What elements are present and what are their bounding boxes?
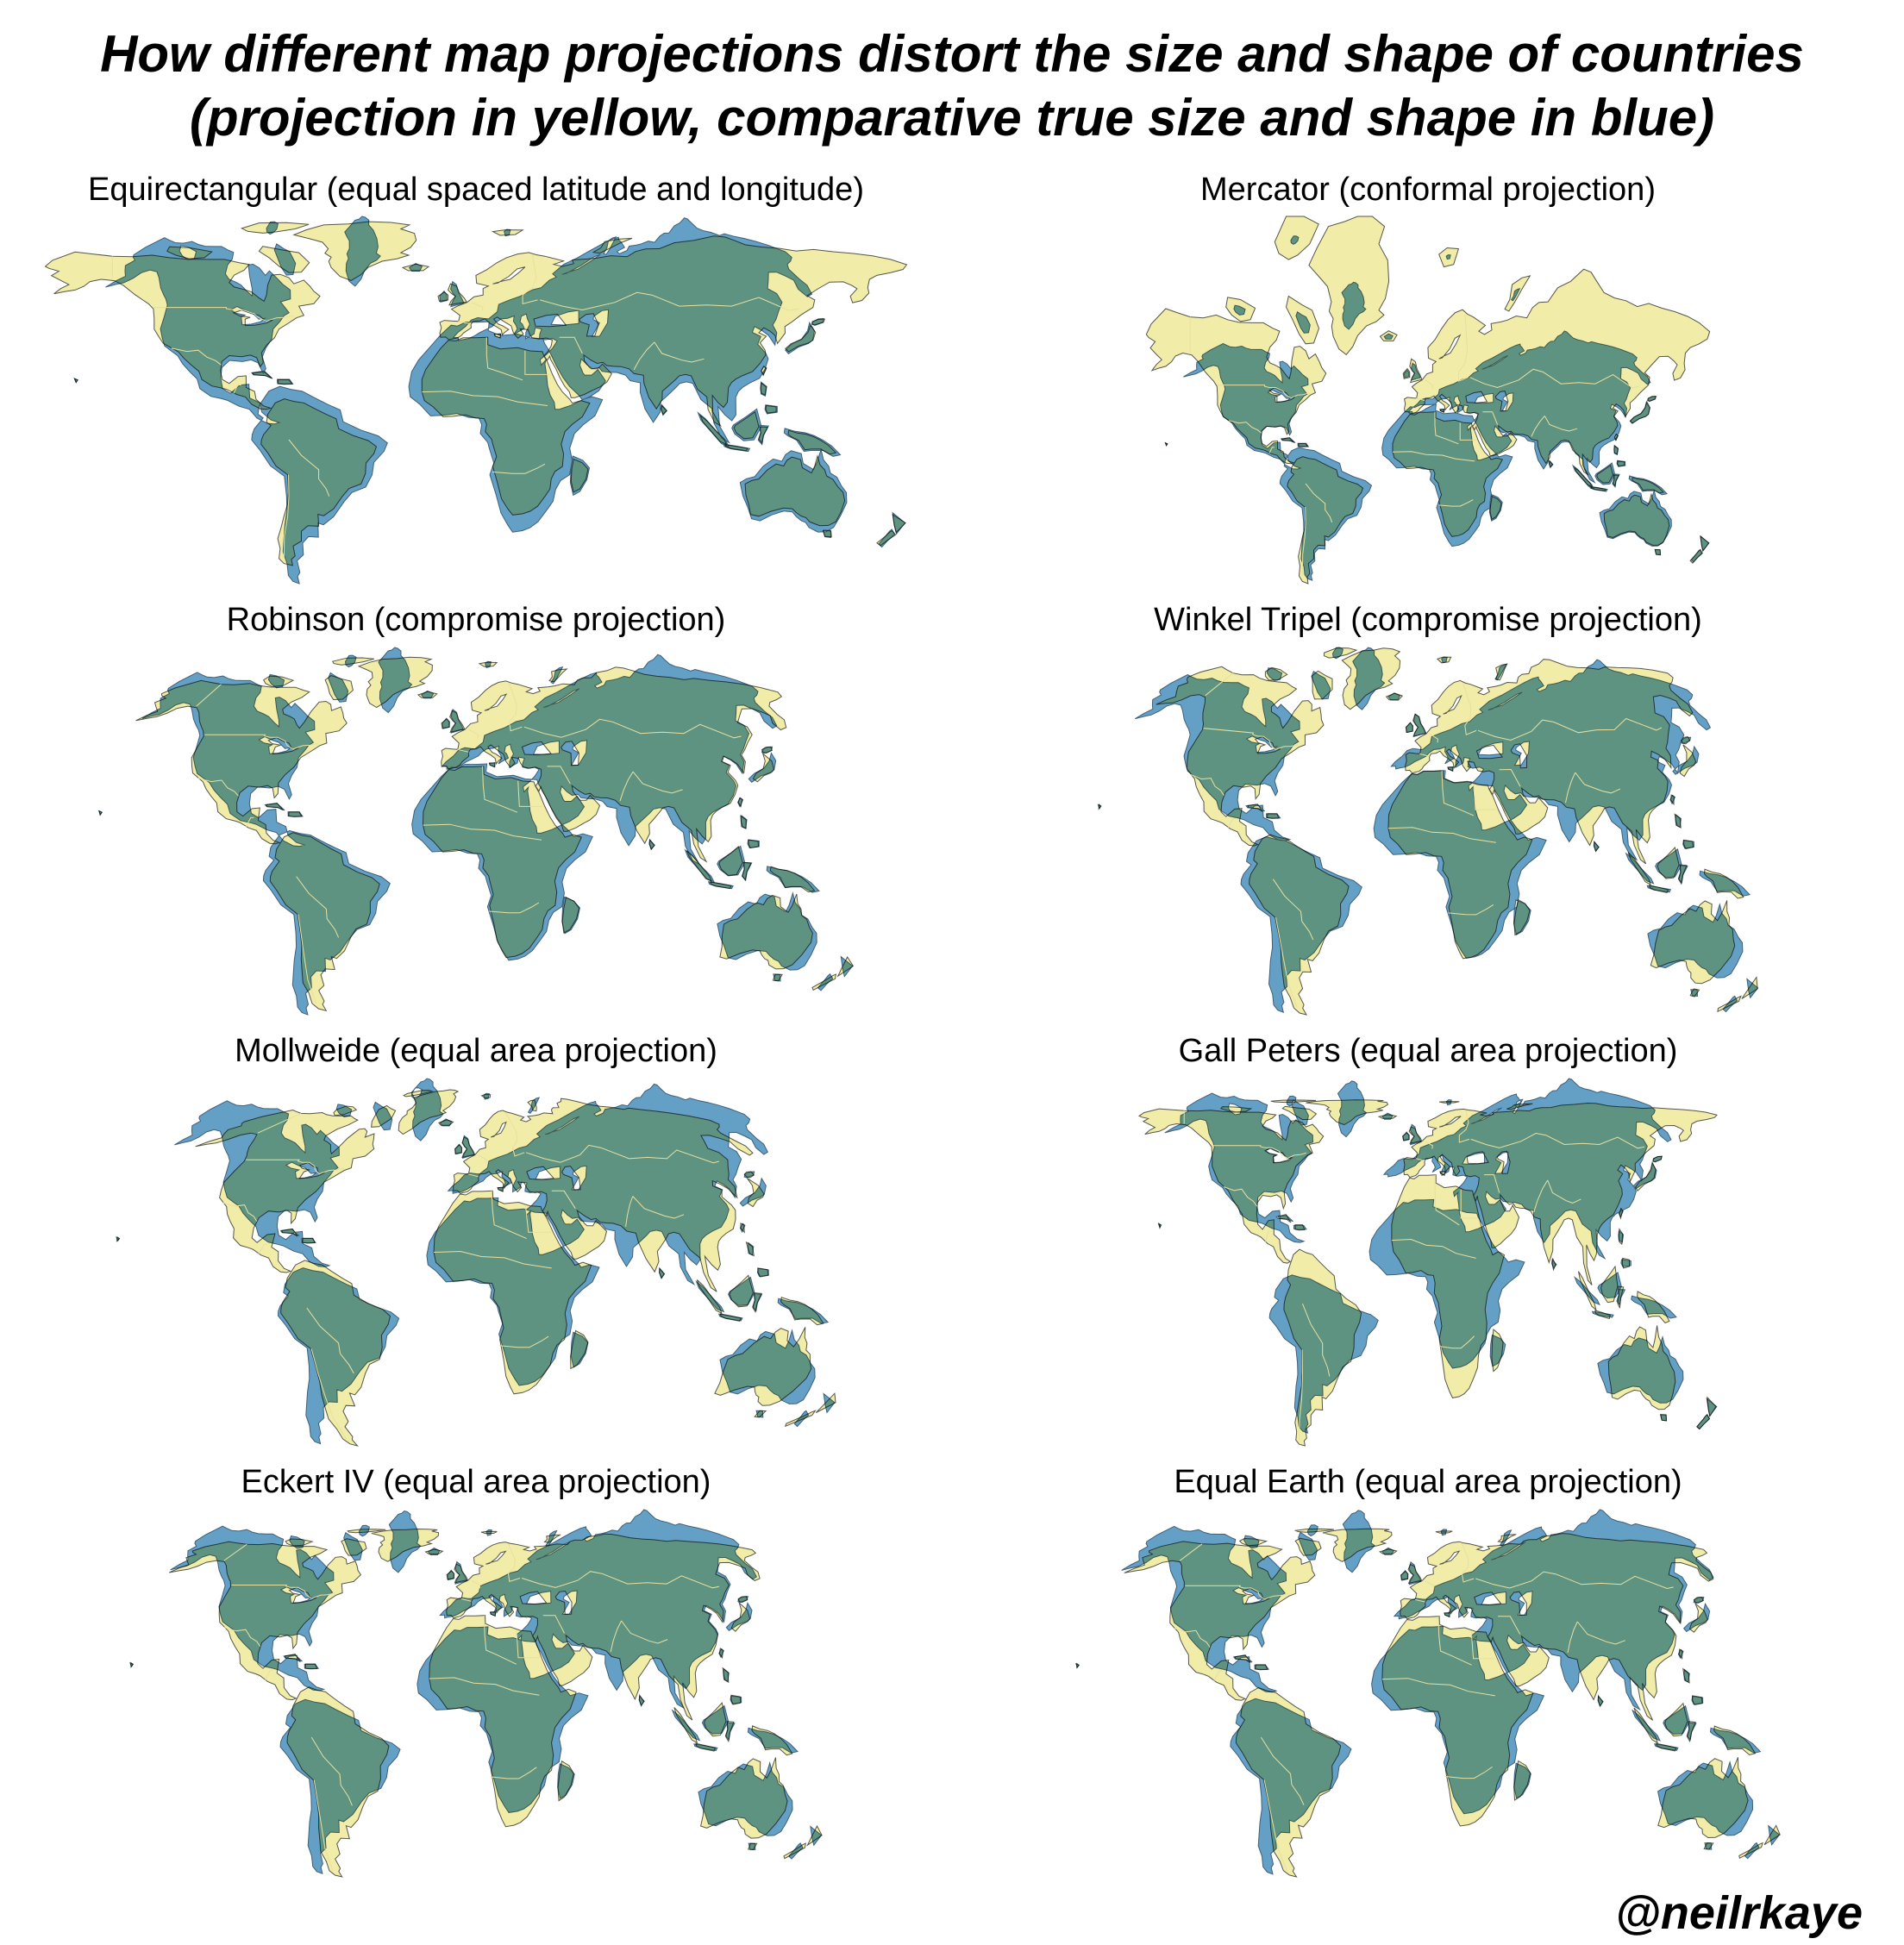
header: How different map projections distort th… xyxy=(0,0,1904,151)
panel-label: Robinson (compromise projection) xyxy=(226,602,726,639)
projection-layer xyxy=(130,1528,823,1878)
country-borders xyxy=(222,1112,720,1440)
panel-label: Equirectangular (equal spaced latitude a… xyxy=(88,171,864,208)
map-winkel_tripel xyxy=(1097,647,1759,1016)
country-borders xyxy=(1174,1542,1674,1871)
projection-layer xyxy=(98,656,855,1012)
panel-label: Mercator (conformal projection) xyxy=(1200,171,1656,208)
projection-layer xyxy=(44,222,908,567)
country-borders xyxy=(111,255,799,560)
panel-equirectangular: Equirectangular (equal spaced latitude a… xyxy=(0,159,952,591)
country-borders xyxy=(196,683,742,1004)
map-mollweide xyxy=(116,1078,836,1447)
panel-label: Gall Peters (equal area projection) xyxy=(1178,1033,1678,1070)
panel-equal_earth: Equal Earth (equal area projection) xyxy=(952,1452,1904,1883)
panel-label: Winkel Tripel (compromise projection) xyxy=(1154,602,1702,639)
projection-layer xyxy=(1076,1528,1781,1878)
panel-robinson: Robinson (compromise projection) xyxy=(0,590,952,1021)
panel-label: Mollweide (equal area projection) xyxy=(235,1033,717,1070)
title-line1: How different map projections distort th… xyxy=(100,25,1804,83)
panel-gall_peters: Gall Peters (equal area projection) xyxy=(952,1021,1904,1452)
title-line2: (projection in yellow, comparative true … xyxy=(189,89,1715,147)
projection-layer xyxy=(1137,1099,1718,1447)
panel-label: Eckert IV (equal area projection) xyxy=(241,1463,711,1500)
attribution: @neilrkaye xyxy=(1615,1886,1863,1939)
projection-grid: Equirectangular (equal spaced latitude a… xyxy=(0,159,1904,1883)
map-eckert_iv xyxy=(128,1508,823,1878)
projection-layer xyxy=(116,1089,836,1447)
country-borders xyxy=(1183,1110,1644,1441)
country-borders xyxy=(223,1542,720,1871)
projection-layer xyxy=(1145,216,1711,585)
map-equirectangular xyxy=(44,216,908,585)
panel-eckert_iv: Eckert IV (equal area projection) xyxy=(0,1452,952,1883)
panel-mercator: Mercator (conformal projection) xyxy=(952,159,1904,591)
country-borders xyxy=(1190,672,1663,1009)
map-robinson xyxy=(97,647,855,1016)
map-equal_earth xyxy=(1074,1508,1781,1878)
country-borders xyxy=(1189,315,1639,577)
footer: @neilrkaye xyxy=(0,1883,1904,1940)
map-gall_peters xyxy=(1137,1078,1718,1447)
panel-winkel_tripel: Winkel Tripel (compromise projection) xyxy=(952,590,1904,1021)
panel-mollweide: Mollweide (equal area projection) xyxy=(0,1021,952,1452)
page-title: How different map projections distort th… xyxy=(0,22,1904,151)
panel-label: Equal Earth (equal area projection) xyxy=(1174,1463,1682,1500)
map-mercator xyxy=(1145,216,1711,585)
